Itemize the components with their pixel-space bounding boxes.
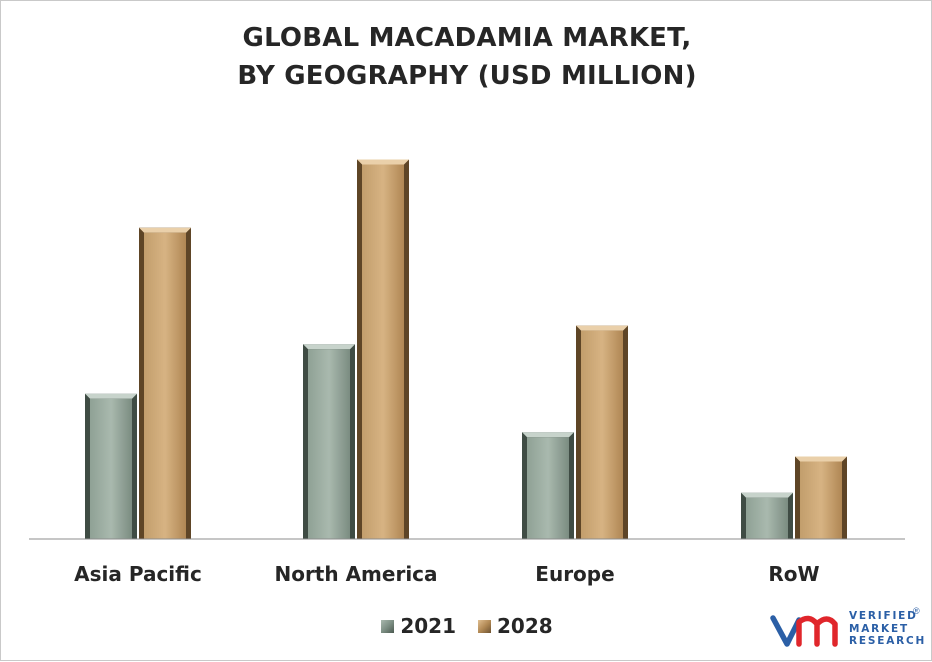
legend-label-2021: 2021 bbox=[400, 614, 456, 638]
vmr-logo-mark-icon bbox=[770, 615, 838, 647]
bars-layer bbox=[85, 159, 847, 539]
vmr-logo: VERIFIED MARKET RESEARCH ® bbox=[769, 606, 929, 652]
legend-item-2021: 2021 bbox=[381, 614, 456, 638]
bar-2028-north-america bbox=[357, 159, 409, 539]
bar-2028-row bbox=[795, 456, 847, 539]
chart-title: GLOBAL MACADAMIA MARKET, BY GEOGRAPHY (U… bbox=[1, 19, 932, 95]
chart-title-line1: GLOBAL MACADAMIA MARKET, bbox=[242, 23, 692, 53]
category-labels: Asia Pacific North America Europe RoW bbox=[74, 562, 819, 586]
bar-2021-europe bbox=[522, 432, 574, 539]
bar-2021-asia-pacific bbox=[85, 393, 137, 539]
category-label: North America bbox=[274, 562, 437, 586]
legend-item-2028: 2028 bbox=[478, 614, 553, 638]
logo-line1: VERIFIED bbox=[849, 610, 918, 622]
registered-mark: ® bbox=[913, 606, 920, 616]
legend-swatch-2021 bbox=[381, 619, 395, 633]
category-label: Europe bbox=[535, 562, 614, 586]
bar-2021-row bbox=[741, 492, 793, 539]
category-label: Asia Pacific bbox=[74, 562, 202, 586]
bar-2028-asia-pacific bbox=[139, 227, 191, 539]
legend-label-2028: 2028 bbox=[497, 614, 553, 638]
chart-title-line2: BY GEOGRAPHY (USD MILLION) bbox=[237, 61, 697, 91]
legend-swatch-2028 bbox=[478, 619, 491, 633]
logo-line2: MARKET bbox=[849, 622, 909, 635]
vmr-logo-text: VERIFIED MARKET RESEARCH bbox=[849, 610, 926, 648]
bar-2028-europe bbox=[576, 325, 628, 539]
legend: 2021 2028 bbox=[1, 614, 932, 638]
bar-2021-north-america bbox=[303, 344, 355, 539]
logo-line3: RESEARCH bbox=[849, 635, 927, 647]
category-label: RoW bbox=[768, 562, 819, 586]
